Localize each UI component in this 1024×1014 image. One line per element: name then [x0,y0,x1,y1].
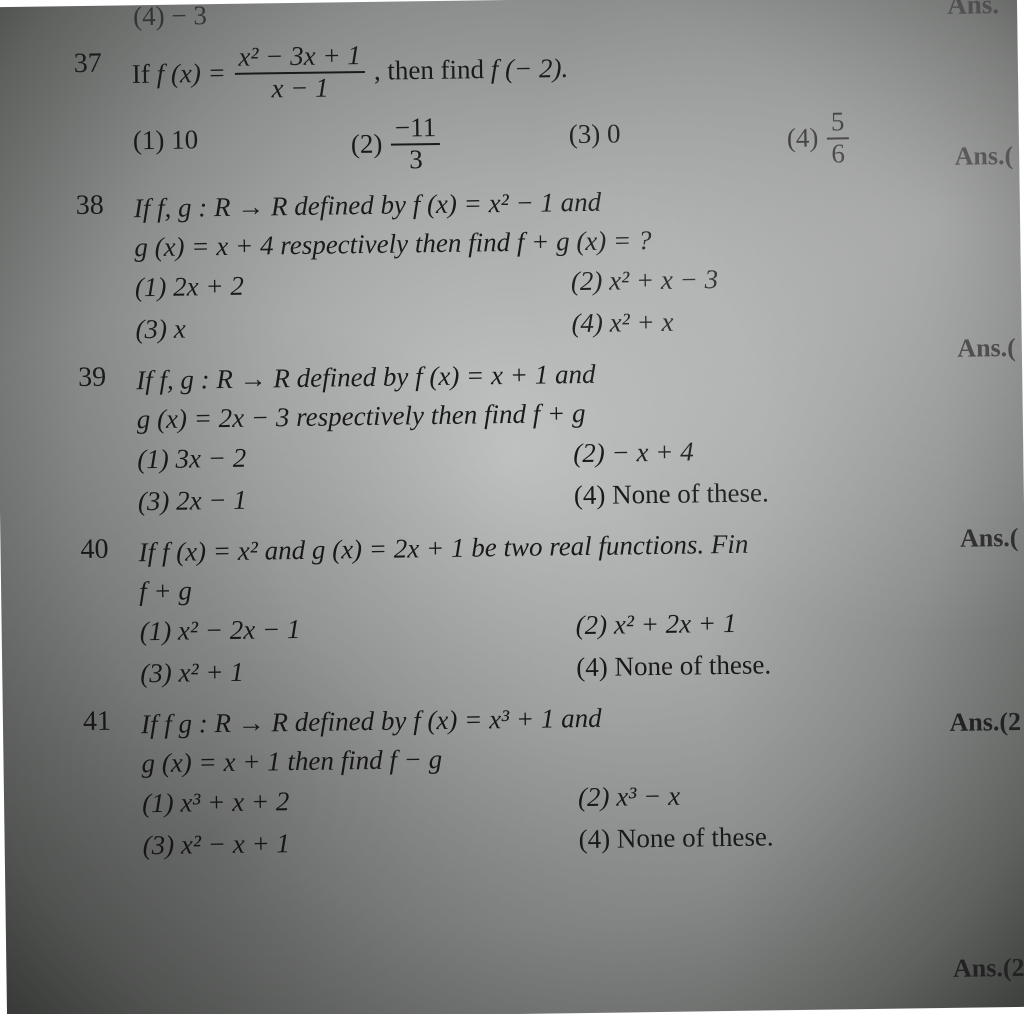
q37-fraction: x² − 3x + 1 x − 1 [234,42,365,103]
q37-opt1: (1) 10 [133,117,352,179]
q37-stem: If f (x) = x² − 3x + 1 x − 1 , then find… [132,35,1005,106]
q39-opt1: (1) 3x − 2 [137,434,574,482]
q37-opt2-frac: −11 3 [391,114,441,174]
q40-opt1: (1) x² − 2x − 1 [139,605,576,653]
q37-opt4-num: 5 [827,108,849,139]
q37-text-a: If [132,59,157,89]
q40-opt4: (4) None of these. [576,641,1013,689]
q41-opt2: (2) x³ − x [578,771,1015,819]
qnum-38: 38 [76,189,134,222]
q38-opt3: (3) x [135,303,572,351]
qnum-41: 41 [83,705,141,738]
q39-ans: Ans.( [960,523,1019,554]
q38-opt4: (4) x² + x [571,297,1008,345]
q37-opt2-den: 3 [391,145,441,174]
q37-opt2: (2) −11 3 [351,114,570,176]
q37-text-b: , then find [374,54,491,86]
qnum-39: 39 [78,361,136,394]
prev-ans-fragment: Ans. [947,0,999,21]
q38-opt1: (1) 2x + 2 [135,262,572,310]
q38-ans: Ans.( [957,333,1016,364]
q39-opt3: (3) 2x − 1 [138,475,575,523]
q37-opt3: (3) 0 [569,111,788,173]
q39-opt4: (4) None of these. [574,469,1011,517]
q37-frac-num: x² − 3x + 1 [234,42,365,74]
q37-opt2-label: (2) [351,128,390,159]
partial-previous-question: (4) − 3 Ans. [0,0,1017,34]
q37-options: (1) 10 (2) −11 3 (3) 0 (4) 5 6 [133,108,1006,179]
prev-option-fragment: (4) − 3 [133,0,207,31]
q41-ans: Ans.(2 [953,953,1024,984]
q37-opt4-label: (4) [787,122,826,153]
q37-ans: Ans.( [954,141,1013,172]
q37-opt4-frac: 5 6 [827,108,849,167]
q40-opt3: (3) x² + 1 [140,647,577,695]
q37-frac-den: x − 1 [235,73,366,103]
q41-opt3: (3) x² − x + 1 [142,819,579,867]
q38-opt2: (2) x² + x − 3 [571,255,1008,303]
q41-opt1: (1) x³ + x + 2 [142,777,579,825]
q37-text-c: f (− 2). [491,53,569,84]
exam-page: (4) − 3 Ans. 37 If f (x) = x² − 3x + 1 x… [0,0,1024,1014]
q37-opt2-num: −11 [391,114,441,145]
q40-ans: Ans.(2 [949,707,1021,738]
q37-opt4-den: 6 [827,139,849,168]
q40-opt2: (2) x² + 2x + 1 [575,599,1012,647]
qnum-40: 40 [80,533,138,566]
q37-text-fx: f (x) = [156,58,232,89]
qnum-37: 37 [74,47,132,80]
question-37: 37 If f (x) = x² − 3x + 1 x − 1 , then f… [74,35,1005,107]
q41-opt4: (4) None of these. [578,813,1015,861]
q39-opt2: (2) − x + 4 [573,427,1010,475]
